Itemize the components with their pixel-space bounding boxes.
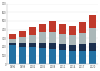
Bar (69, 35, 76, 45)
Bar (79, 33, 86, 44)
Bar (89, 15, 96, 28)
Bar (89, 28, 96, 43)
Bar (29, 47, 36, 64)
Bar (9, 34, 16, 39)
Bar (19, 37, 26, 43)
Bar (39, 48, 46, 64)
Bar (39, 24, 46, 32)
Bar (29, 43, 36, 47)
Bar (19, 43, 26, 47)
Bar (19, 47, 26, 64)
Bar (19, 31, 26, 37)
Bar (39, 43, 46, 48)
Bar (79, 22, 86, 33)
Bar (59, 50, 66, 64)
Bar (9, 45, 16, 64)
Bar (59, 44, 66, 50)
Bar (29, 35, 36, 43)
Bar (9, 39, 16, 43)
Bar (29, 27, 36, 35)
Bar (79, 44, 86, 51)
Bar (69, 51, 76, 64)
Bar (49, 21, 56, 32)
Bar (69, 26, 76, 35)
Bar (59, 24, 66, 34)
Bar (49, 49, 56, 64)
Bar (89, 51, 96, 64)
Bar (49, 32, 56, 43)
Bar (39, 32, 46, 43)
Bar (79, 51, 86, 64)
Bar (59, 34, 66, 44)
Bar (69, 45, 76, 51)
Bar (89, 43, 96, 51)
Bar (9, 43, 16, 45)
Bar (49, 43, 56, 49)
